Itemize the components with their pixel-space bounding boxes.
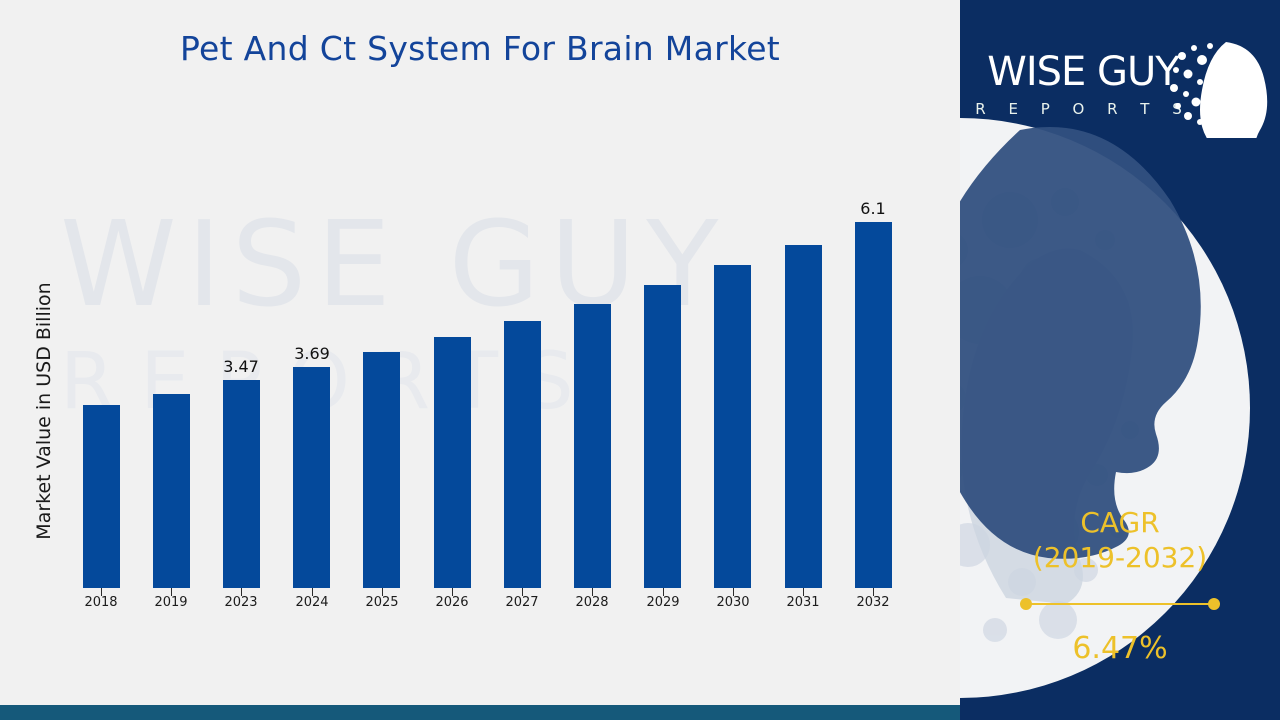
x-tick-2032 (873, 588, 874, 596)
x-axis-label-2029: 2029 (646, 595, 680, 610)
cagr-value: 6.47% (1072, 631, 1168, 666)
x-axis-label-2023: 2023 (224, 595, 258, 610)
x-axis-label-2027: 2027 (505, 595, 539, 610)
x-tick-2025 (382, 588, 383, 596)
x-tick-2028 (592, 588, 593, 596)
divider-dot-right (1208, 598, 1220, 610)
bar-2029 (644, 285, 681, 588)
bar-2030 (714, 265, 751, 588)
bar-value-2024: 3.69 (294, 344, 330, 363)
page-title: Pet And Ct System For Brain Market (179, 29, 781, 68)
brand-logo: WISE GUY R E P O R T S (960, 22, 1280, 138)
bottom-accent-bar (0, 705, 960, 720)
x-axis-label-2026: 2026 (435, 595, 469, 610)
divider-line (1027, 603, 1213, 605)
bar-2024 (293, 367, 330, 588)
bar-value-2032: 6.1 (860, 199, 886, 218)
bar-2032 (855, 222, 892, 588)
x-axis-label-2019: 2019 (154, 595, 188, 610)
x-axis-label-2032: 2032 (856, 595, 890, 610)
bar-plot-area: 2018 2019 2023 3.47 2024 3.69 2025 2026 2027 2028… (83, 199, 892, 610)
divider-dot-left (1020, 598, 1032, 610)
cagr-title: CAGR (1080, 506, 1160, 539)
x-axis-label-2024: 2024 (295, 595, 329, 610)
x-tick-2024 (312, 588, 313, 596)
bar-value-2023: 3.47 (223, 357, 259, 376)
head-profile-silhouette-icon (960, 127, 1201, 559)
x-axis-label-2025: 2025 (365, 595, 399, 610)
bar-2031 (785, 245, 822, 588)
bar-2026 (434, 337, 471, 588)
cagr-divider (1020, 597, 1220, 611)
logo-wordmark: WISE GUY (987, 49, 1179, 95)
x-tick-2019 (171, 588, 172, 596)
x-tick-2027 (522, 588, 523, 596)
x-axis-label-2030: 2030 (716, 595, 750, 610)
bar-2023 (223, 380, 260, 588)
bar-2019 (153, 394, 190, 588)
x-tick-2029 (663, 588, 664, 596)
cagr-block: CAGR (2019-2032) 6.47% (960, 505, 1280, 666)
bar-2018 (83, 405, 120, 588)
cagr-period: (2019-2032) (1032, 541, 1208, 574)
logo-subtitle: R E P O R T S (975, 100, 1191, 118)
x-tick-2030 (733, 588, 734, 596)
x-tick-2018 (101, 588, 102, 596)
x-tick-2026 (452, 588, 453, 596)
dotted-head-profile-icon (1170, 42, 1268, 138)
side-panel: WISE GUY R E P O R T S CAGR (2019-2032) (960, 0, 1280, 720)
x-axis-label-2031: 2031 (786, 595, 820, 610)
x-tick-2031 (803, 588, 804, 596)
bar-2025 (363, 352, 400, 588)
bar-2027 (504, 321, 541, 588)
x-axis-label-2028: 2028 (575, 595, 609, 610)
x-axis-label-2018: 2018 (84, 595, 118, 610)
x-tick-2023 (241, 588, 242, 596)
bar-2028 (574, 304, 611, 588)
